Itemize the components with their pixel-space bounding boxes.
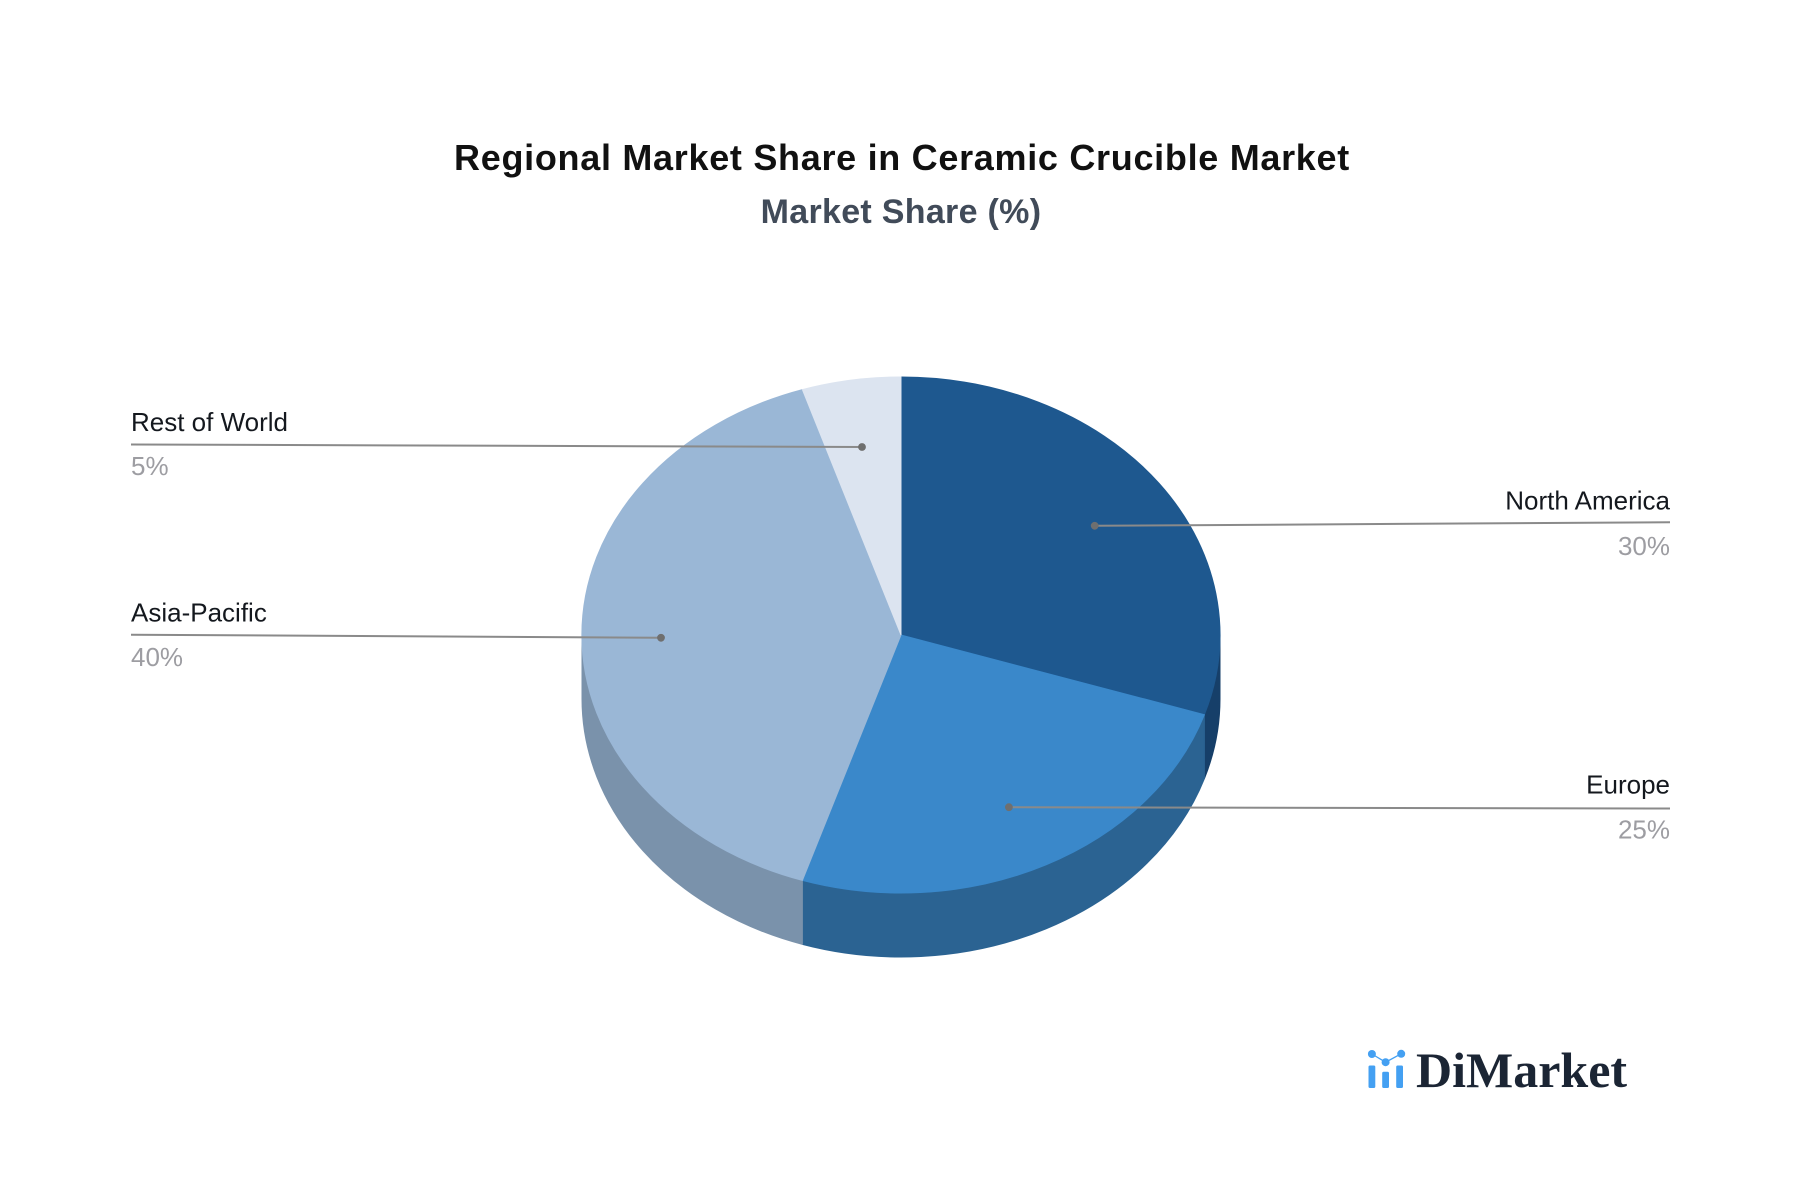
svg-text:Market Share (%): Market Share (%) — [761, 193, 1042, 231]
svg-text:40%: 40% — [131, 642, 183, 672]
svg-text:5%: 5% — [131, 451, 169, 481]
svg-text:25%: 25% — [1618, 814, 1670, 844]
svg-text:Asia-Pacific: Asia-Pacific — [131, 598, 267, 628]
svg-text:30%: 30% — [1618, 531, 1670, 561]
svg-text:Europe: Europe — [1586, 769, 1670, 799]
svg-text:Rest of World: Rest of World — [131, 407, 288, 437]
svg-text:North America: North America — [1505, 486, 1670, 516]
svg-text:DiMarket: DiMarket — [1416, 1042, 1627, 1098]
svg-text:Regional Market Share in Ceram: Regional Market Share in Ceramic Crucibl… — [454, 137, 1350, 178]
